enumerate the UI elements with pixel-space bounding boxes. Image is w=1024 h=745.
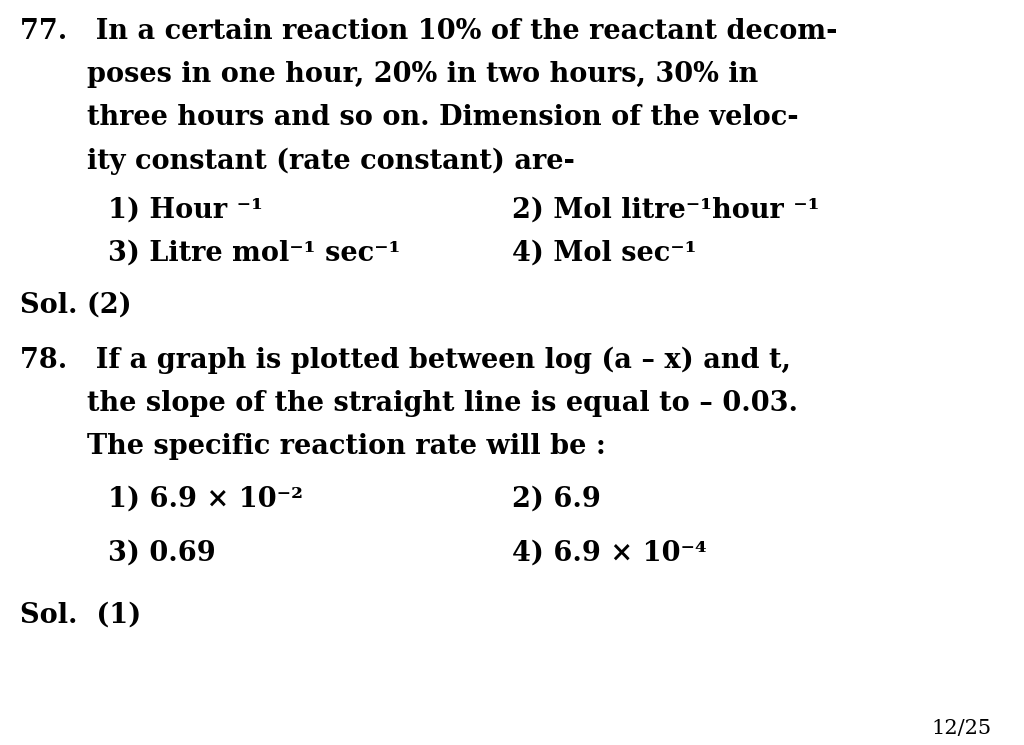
Text: 4) Mol sec⁻¹: 4) Mol sec⁻¹ bbox=[512, 240, 696, 267]
Text: poses in one hour, 20% in two hours, 30% in: poses in one hour, 20% in two hours, 30%… bbox=[87, 61, 759, 88]
Text: 12/25: 12/25 bbox=[932, 719, 992, 738]
Text: the slope of the straight line is equal to – 0.03.: the slope of the straight line is equal … bbox=[87, 390, 798, 417]
Text: 77.   In a certain reaction 10% of the reactant decom-: 77. In a certain reaction 10% of the rea… bbox=[20, 18, 838, 45]
Text: Sol.  (1): Sol. (1) bbox=[20, 601, 141, 628]
Text: 3) 0.69: 3) 0.69 bbox=[108, 539, 215, 566]
Text: 78.   If a graph is plotted between log (a – x) and t,: 78. If a graph is plotted between log (a… bbox=[20, 347, 792, 374]
Text: 1) Hour ⁻¹: 1) Hour ⁻¹ bbox=[108, 197, 262, 224]
Text: 4) 6.9 × 10⁻⁴: 4) 6.9 × 10⁻⁴ bbox=[512, 539, 707, 566]
Text: three hours and so on. Dimension of the veloc-: three hours and so on. Dimension of the … bbox=[87, 104, 799, 131]
Text: 2) Mol litre⁻¹hour ⁻¹: 2) Mol litre⁻¹hour ⁻¹ bbox=[512, 197, 819, 224]
Text: 1) 6.9 × 10⁻²: 1) 6.9 × 10⁻² bbox=[108, 486, 302, 513]
Text: The specific reaction rate will be :: The specific reaction rate will be : bbox=[87, 434, 606, 460]
Text: 2) 6.9: 2) 6.9 bbox=[512, 486, 601, 513]
Text: ity constant (rate constant) are-: ity constant (rate constant) are- bbox=[87, 148, 574, 174]
Text: 3) Litre mol⁻¹ sec⁻¹: 3) Litre mol⁻¹ sec⁻¹ bbox=[108, 240, 400, 267]
Text: Sol. (2): Sol. (2) bbox=[20, 292, 132, 319]
